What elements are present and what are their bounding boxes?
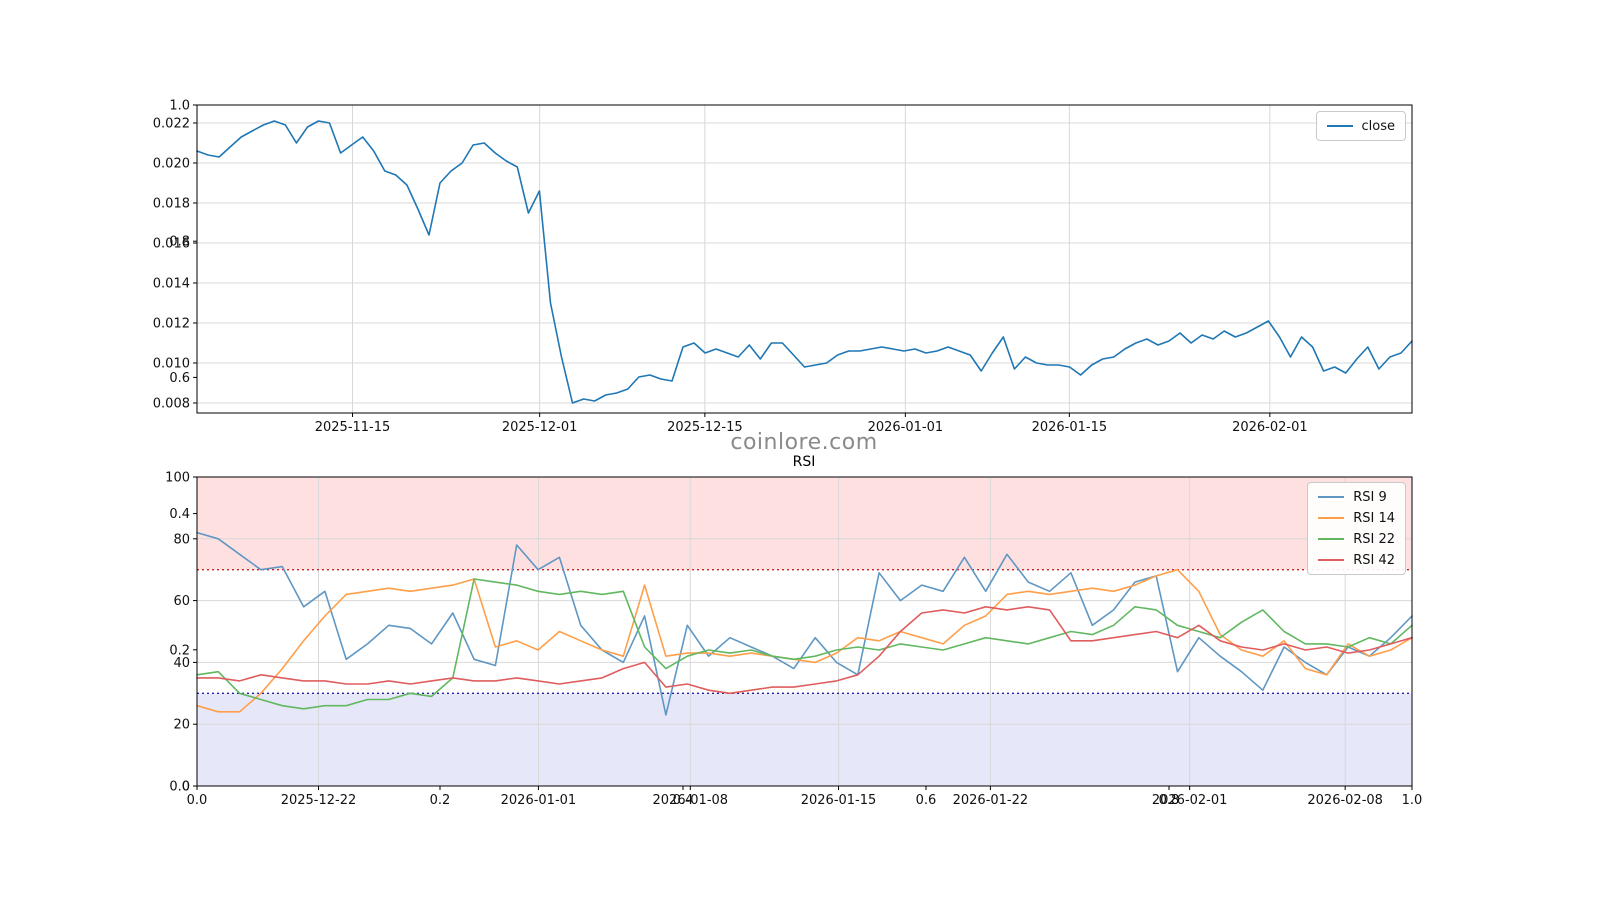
rsi-22-line-swatch: [1318, 537, 1345, 541]
oversold-band: [197, 693, 1412, 786]
series-close: [196, 120, 1413, 404]
legend-item-rsi-42: RSI 42: [1318, 552, 1395, 568]
xtick-label: 2026-01-08: [653, 793, 729, 808]
ytick-label: 40: [173, 656, 190, 671]
ytick-label: 80: [173, 532, 190, 547]
ytick-label: 0.012: [153, 317, 190, 332]
overlay-xtick-label: 0.6: [916, 793, 937, 808]
legend-label-rsi-22: RSI 22: [1353, 531, 1395, 547]
ytick-label: 60: [173, 594, 190, 609]
legend-label-rsi-14: RSI 14: [1353, 510, 1395, 526]
xtick-label: 2026-01-01: [868, 420, 944, 435]
ytick-label: 100: [165, 471, 190, 486]
overlay-ytick-label: 0.0: [169, 780, 190, 795]
legend-label-rsi-42: RSI 42: [1353, 552, 1395, 568]
series-rsi-22: [196, 578, 1413, 710]
ytick-label: 0.008: [153, 397, 190, 412]
xtick-label: 2025-12-22: [281, 793, 357, 808]
xtick-label: 2025-11-15: [315, 420, 391, 435]
series-rsi-14: [196, 568, 1413, 713]
overlay-xtick-label: 0.4: [673, 793, 694, 808]
legend-item-rsi-22: RSI 22: [1318, 531, 1395, 547]
legend-item-rsi-14: RSI 14: [1318, 510, 1395, 526]
overbought-band: [197, 477, 1412, 570]
overlay-ytick-label: 0.6: [169, 371, 190, 386]
overlay-xtick-label: 0.0: [187, 793, 208, 808]
rsi-14-line-swatch: [1318, 516, 1345, 520]
xtick-label: 2026-01-22: [953, 793, 1029, 808]
price-legend: close: [1315, 111, 1406, 141]
overlay-xtick-label: 0.8: [1159, 793, 1180, 808]
plot-border-0: [196, 104, 1413, 414]
overlay-ytick-label: 0.2: [169, 643, 190, 658]
ytick-label: 0.016: [153, 237, 190, 252]
rsi-42-line-swatch: [1318, 558, 1345, 562]
rsi-9-line-swatch: [1318, 495, 1345, 499]
rsi-legend: RSI 9 RSI 14 RSI 22 RSI 42: [1307, 482, 1406, 575]
xtick-label: 2025-12-15: [667, 420, 743, 435]
close-line-swatch: [1326, 124, 1353, 128]
overlay-xtick-label: 1.0: [1402, 793, 1423, 808]
plot-border-1: [196, 476, 1413, 787]
watermark: coinlore.com: [730, 430, 878, 455]
xtick-label: 2026-02-08: [1307, 793, 1383, 808]
ytick-label: 0.014: [153, 277, 190, 292]
ytick-label: 0.020: [153, 157, 190, 172]
xtick-label: 2025-12-01: [502, 420, 578, 435]
series-rsi-42: [196, 605, 1413, 695]
ytick-label: 20: [173, 718, 190, 733]
overlay-ytick-label: 0.8: [169, 235, 190, 250]
legend-label-rsi-9: RSI 9: [1353, 489, 1387, 505]
legend-label-close: close: [1361, 118, 1395, 134]
ytick-label: 0: [182, 780, 190, 795]
ytick-label: 0.018: [153, 197, 190, 212]
overlay-ytick-label: 1.0: [169, 99, 190, 114]
rsi-chart-title: RSI: [792, 454, 816, 470]
overlay-xtick-label: 0.2: [430, 793, 451, 808]
series-rsi-9: [196, 531, 1413, 716]
xtick-label: 2026-01-15: [1032, 420, 1108, 435]
overlay-ytick-label: 0.4: [169, 507, 190, 522]
legend-item-rsi-9: RSI 9: [1318, 489, 1395, 505]
ytick-label: 0.010: [153, 357, 190, 372]
xtick-label: 2026-02-01: [1232, 420, 1308, 435]
xtick-label: 2026-01-01: [501, 793, 577, 808]
ytick-label: 0.022: [153, 117, 190, 132]
legend-item-close: close: [1326, 118, 1395, 134]
xtick-label: 2026-01-15: [801, 793, 877, 808]
xtick-label: 2026-02-01: [1152, 793, 1228, 808]
